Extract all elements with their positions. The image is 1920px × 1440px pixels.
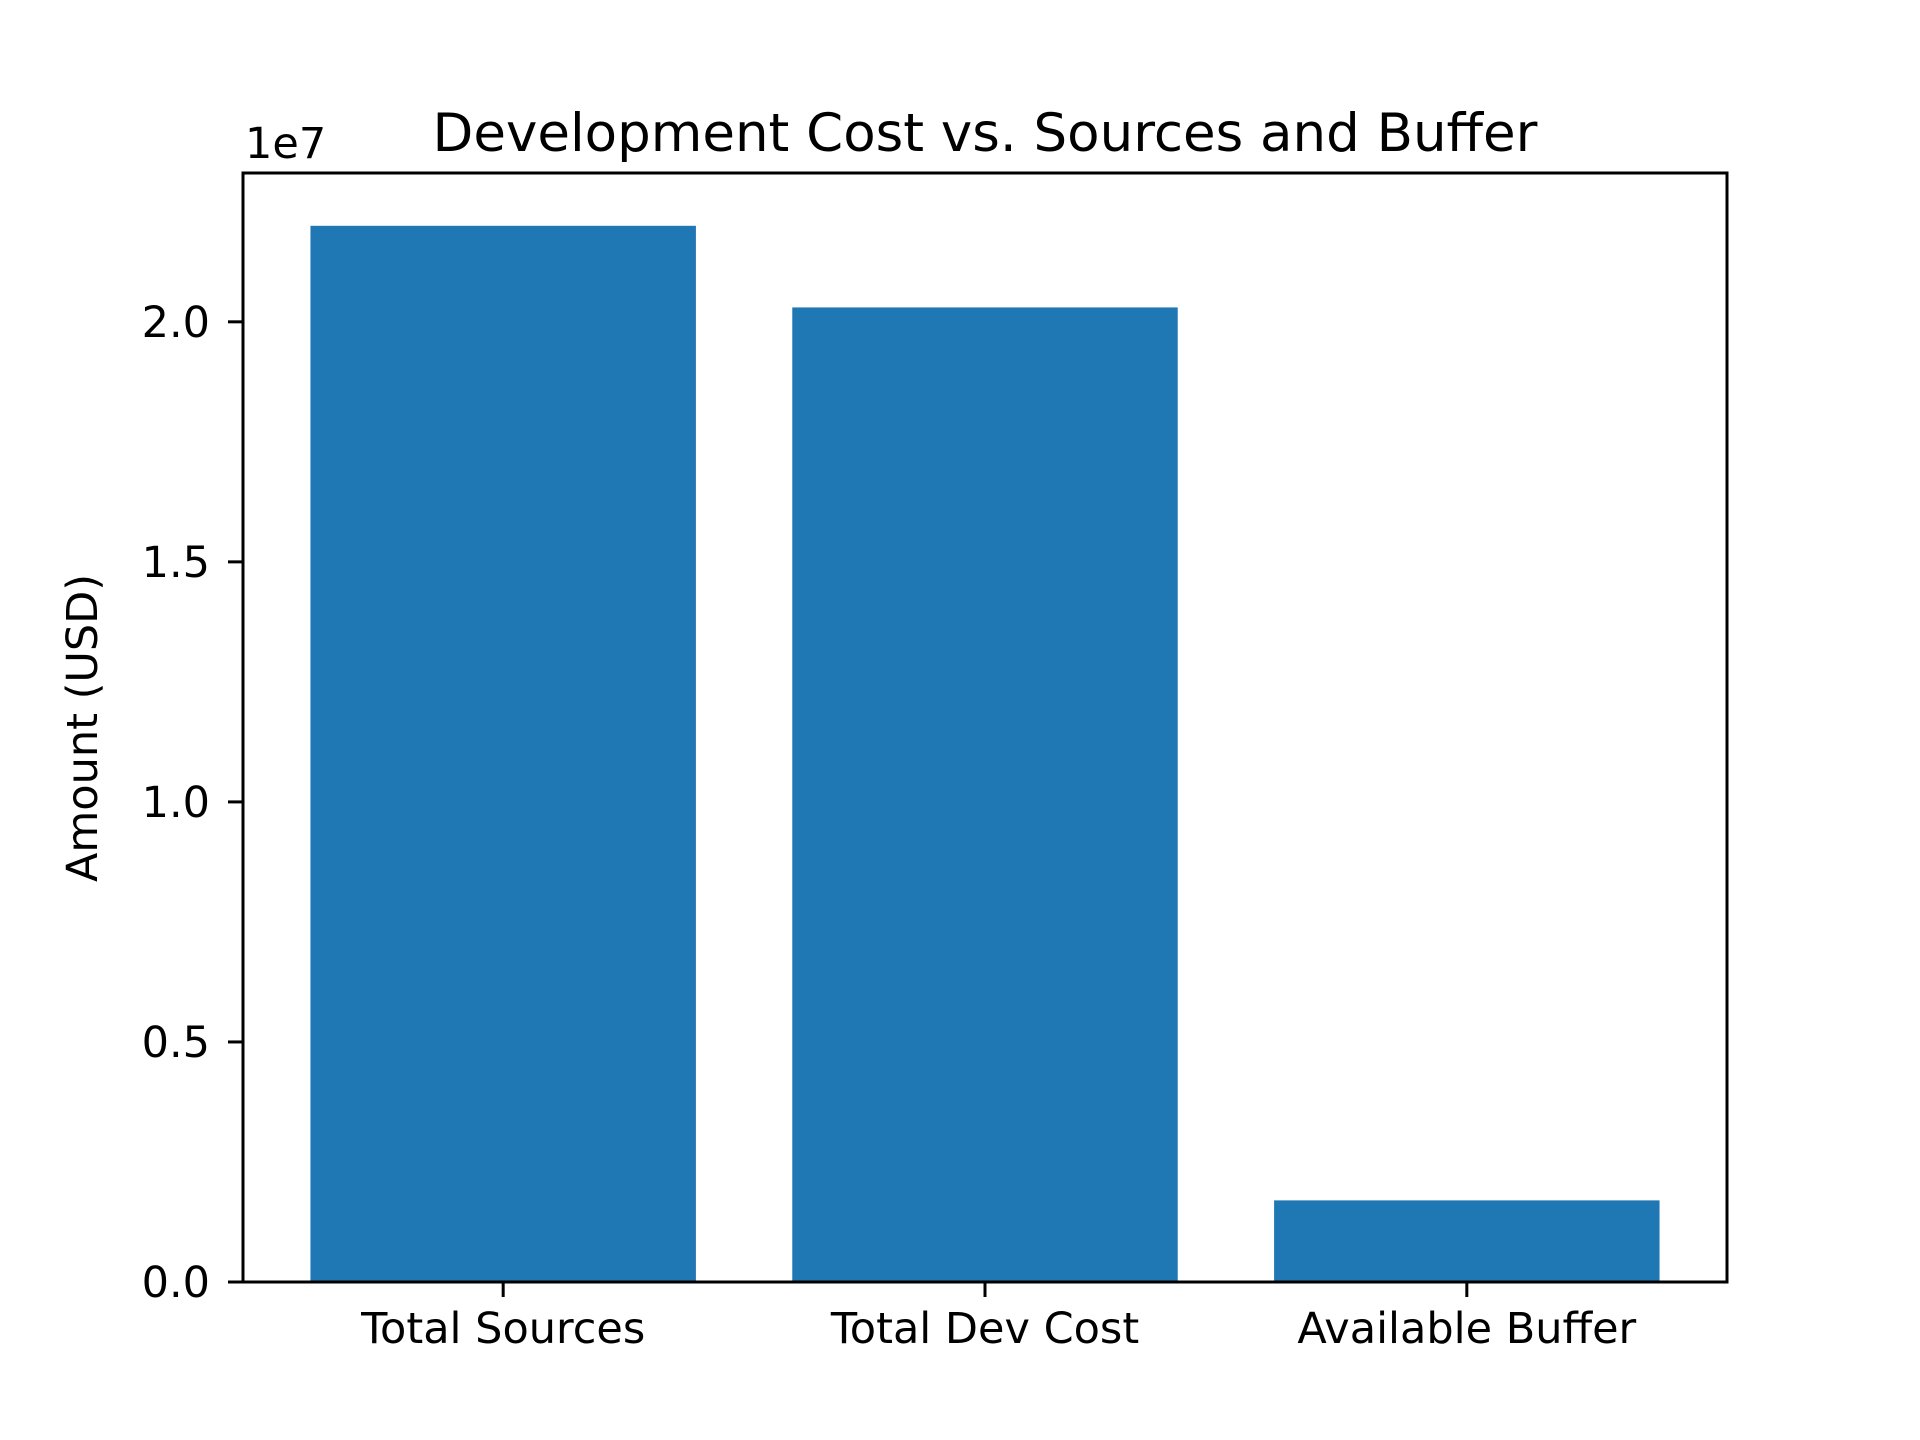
bar-total-dev-cost (792, 307, 1178, 1282)
bars-group (310, 225, 1660, 1282)
y-tick-label: 0.0 (142, 1258, 210, 1308)
x-tick-label: Available Buffer (1297, 1304, 1636, 1354)
x-tick-label: Total Sources (360, 1304, 645, 1354)
y-tick-label: 2.0 (142, 298, 210, 348)
axis-offset-label: 1e7 (245, 119, 326, 169)
y-axis-label: Amount (USD) (58, 574, 108, 882)
y-axis: 0.0 0.5 1.0 1.5 2.0 (142, 298, 243, 1308)
chart-title: Development Cost vs. Sources and Buffer (433, 103, 1538, 164)
x-tick-label: Total Dev Cost (830, 1304, 1139, 1354)
bar-available-buffer (1274, 1200, 1660, 1282)
bar-total-sources (310, 225, 696, 1282)
x-axis: Total Sources Total Dev Cost Available Buf… (360, 1282, 1637, 1354)
y-tick-label: 1.5 (142, 538, 210, 588)
y-tick-label: 0.5 (142, 1018, 210, 1068)
y-tick-label: 1.0 (142, 778, 210, 828)
